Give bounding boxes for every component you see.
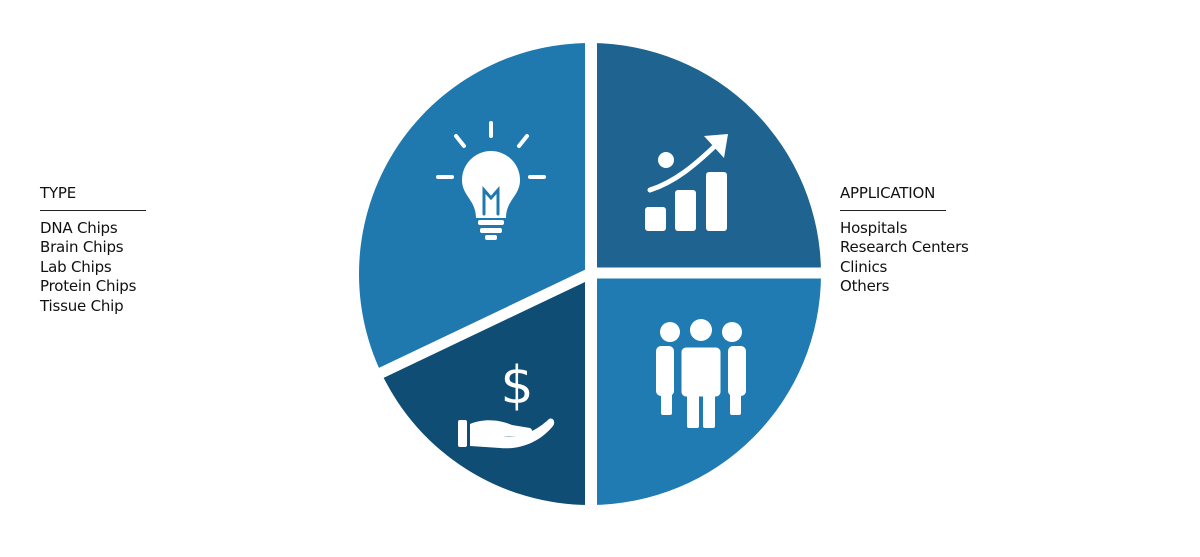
type-item: DNA Chips (40, 218, 118, 237)
slice-money (381, 274, 590, 505)
type-legend: TYPE DNA Chips Brain Chips Lab Chips Pro… (40, 184, 146, 316)
slice-growth-chart (590, 43, 821, 274)
type-item: Protein Chips (40, 277, 137, 295)
type-item: Tissue Chip (40, 296, 124, 315)
application-legend: APPLICATION Hospitals Research Centers C… (840, 184, 969, 297)
gap-divider (357, 268, 594, 388)
application-item: Clinics (840, 257, 888, 276)
application-item: Hospitals (840, 218, 908, 237)
money-hand-icon: $ (458, 356, 555, 449)
divider (840, 209, 946, 211)
type-legend-title: TYPE (40, 184, 77, 202)
growth-chart-icon (645, 134, 728, 231)
type-item: Brain Chips (40, 238, 124, 256)
people-group-icon (656, 319, 746, 428)
application-item: Research Centers (840, 238, 969, 256)
lightbulb-icon (436, 121, 546, 240)
application-legend-title: APPLICATION (840, 184, 936, 202)
application-item: Others (840, 277, 890, 295)
divider (40, 209, 146, 211)
type-item: Lab Chips (40, 257, 112, 276)
svg-text:$: $ (500, 356, 533, 416)
